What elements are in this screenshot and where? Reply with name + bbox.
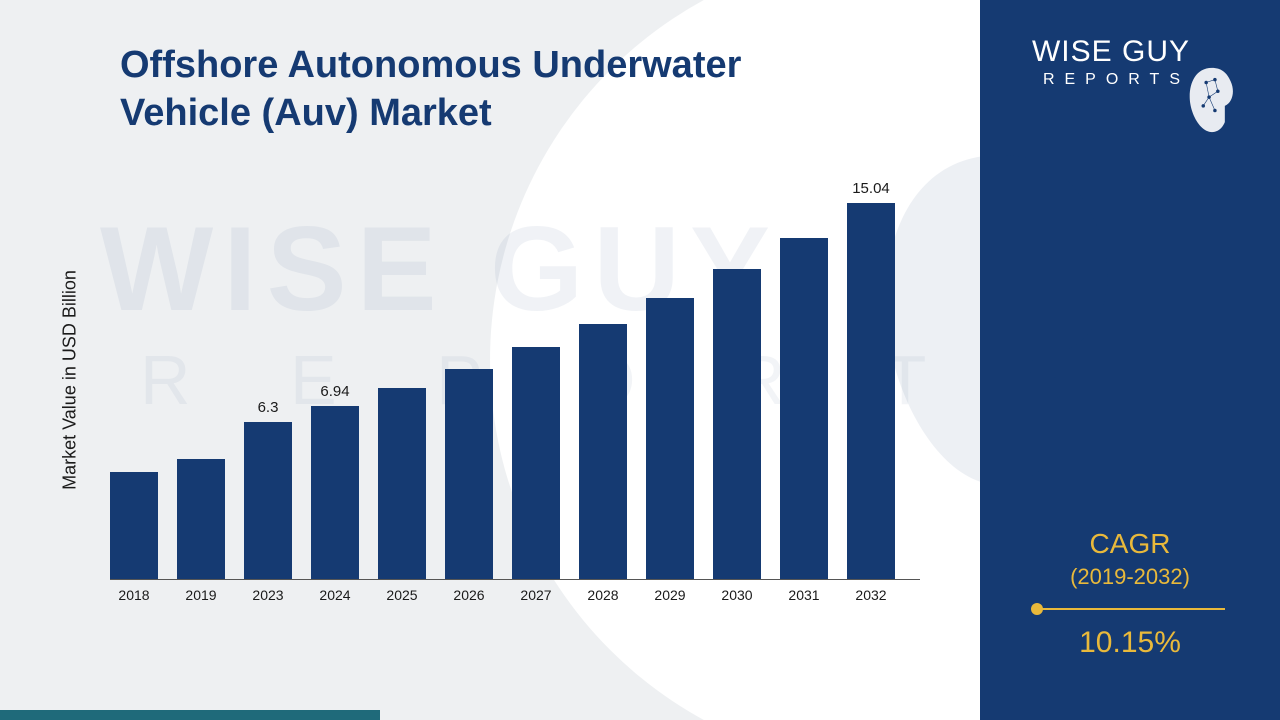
bar [177, 459, 225, 579]
bar-value-label: 15.04 [841, 180, 901, 197]
bar [311, 406, 359, 580]
x-category-label: 2019 [166, 587, 236, 603]
cagr-title: CAGR [1020, 528, 1240, 560]
cagr-range: (2019-2032) [1020, 564, 1240, 590]
x-category-label: 2030 [702, 587, 772, 603]
footer-accent-bar [0, 710, 380, 720]
x-category-label: 2029 [635, 587, 705, 603]
plot-area: 2018201920236.320246.9420252026202720282… [110, 180, 920, 580]
bar [110, 472, 158, 580]
x-category-label: 2031 [769, 587, 839, 603]
bar [713, 269, 761, 579]
x-category-label: 2023 [233, 587, 303, 603]
logo-text-1: WISE GUY [1032, 35, 1190, 69]
x-category-label: 2025 [367, 587, 437, 603]
page: WISE GUY R E P O R T S Offshore Autonomo… [0, 0, 1280, 720]
brand-logo: WISE GUY REPORTS [1092, 35, 1250, 89]
bar-chart: Market Value in USD Billion 201820192023… [80, 180, 920, 620]
bar [378, 388, 426, 579]
bar-value-label: 6.94 [305, 383, 365, 400]
bar [646, 298, 694, 580]
bar [579, 324, 627, 580]
bar [445, 369, 493, 580]
cagr-block: CAGR (2019-2032) 10.15% [1020, 528, 1240, 660]
bar [780, 238, 828, 580]
x-category-label: 2024 [300, 587, 370, 603]
cagr-divider [1035, 608, 1225, 610]
x-category-label: 2018 [99, 587, 169, 603]
bar [244, 422, 292, 580]
logo-text-2: REPORTS [1032, 71, 1190, 89]
chart-title: Offshore Autonomous Underwater Vehicle (… [120, 42, 820, 137]
logo-head-icon [1182, 65, 1242, 135]
x-category-label: 2026 [434, 587, 504, 603]
x-category-label: 2032 [836, 587, 906, 603]
bar [847, 203, 895, 579]
bar [512, 347, 560, 579]
y-axis-label: Market Value in USD Billion [60, 270, 81, 490]
x-category-label: 2027 [501, 587, 571, 603]
cagr-value: 10.15% [1020, 626, 1240, 660]
bar-value-label: 6.3 [238, 399, 298, 416]
x-category-label: 2028 [568, 587, 638, 603]
